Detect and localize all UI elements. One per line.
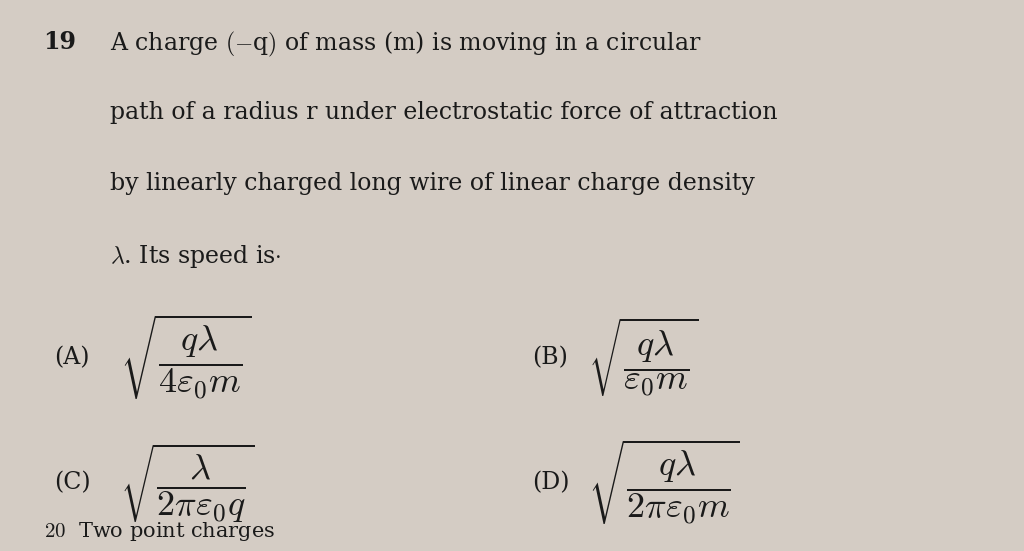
Text: $\lambda$. Its speed is$\cdot$: $\lambda$. Its speed is$\cdot$ [110, 243, 282, 270]
Text: $\sqrt{\dfrac{\lambda}{2\pi\varepsilon_0 q}}$: $\sqrt{\dfrac{\lambda}{2\pi\varepsilon_0… [120, 441, 254, 525]
Text: A charge $(-$q$)$ of mass (m) is moving in a circular: A charge $(-$q$)$ of mass (m) is moving … [110, 30, 701, 59]
Text: (D): (D) [532, 471, 570, 494]
Text: path of a radius r under electrostatic force of attraction: path of a radius r under electrostatic f… [110, 101, 777, 124]
Text: by linearly charged long wire of linear charge density: by linearly charged long wire of linear … [110, 172, 755, 195]
Text: (C): (C) [53, 471, 90, 494]
Text: $\sqrt{\dfrac{q\lambda}{\varepsilon_0 m}}$: $\sqrt{\dfrac{q\lambda}{\varepsilon_0 m}… [589, 316, 698, 399]
Text: $\sqrt{\dfrac{q\lambda}{2\pi\varepsilon_0 m}}$: $\sqrt{\dfrac{q\lambda}{2\pi\varepsilon_… [589, 438, 740, 527]
Text: (B): (B) [532, 346, 568, 369]
Text: $\sqrt{\dfrac{q\lambda}{4\varepsilon_0 m}}$: $\sqrt{\dfrac{q\lambda}{4\varepsilon_0 m… [120, 313, 251, 402]
Text: (A): (A) [53, 346, 89, 369]
Text: 19: 19 [43, 30, 77, 54]
Text: $\mathbf{20}$  Two point charges: $\mathbf{20}$ Two point charges [43, 520, 274, 543]
